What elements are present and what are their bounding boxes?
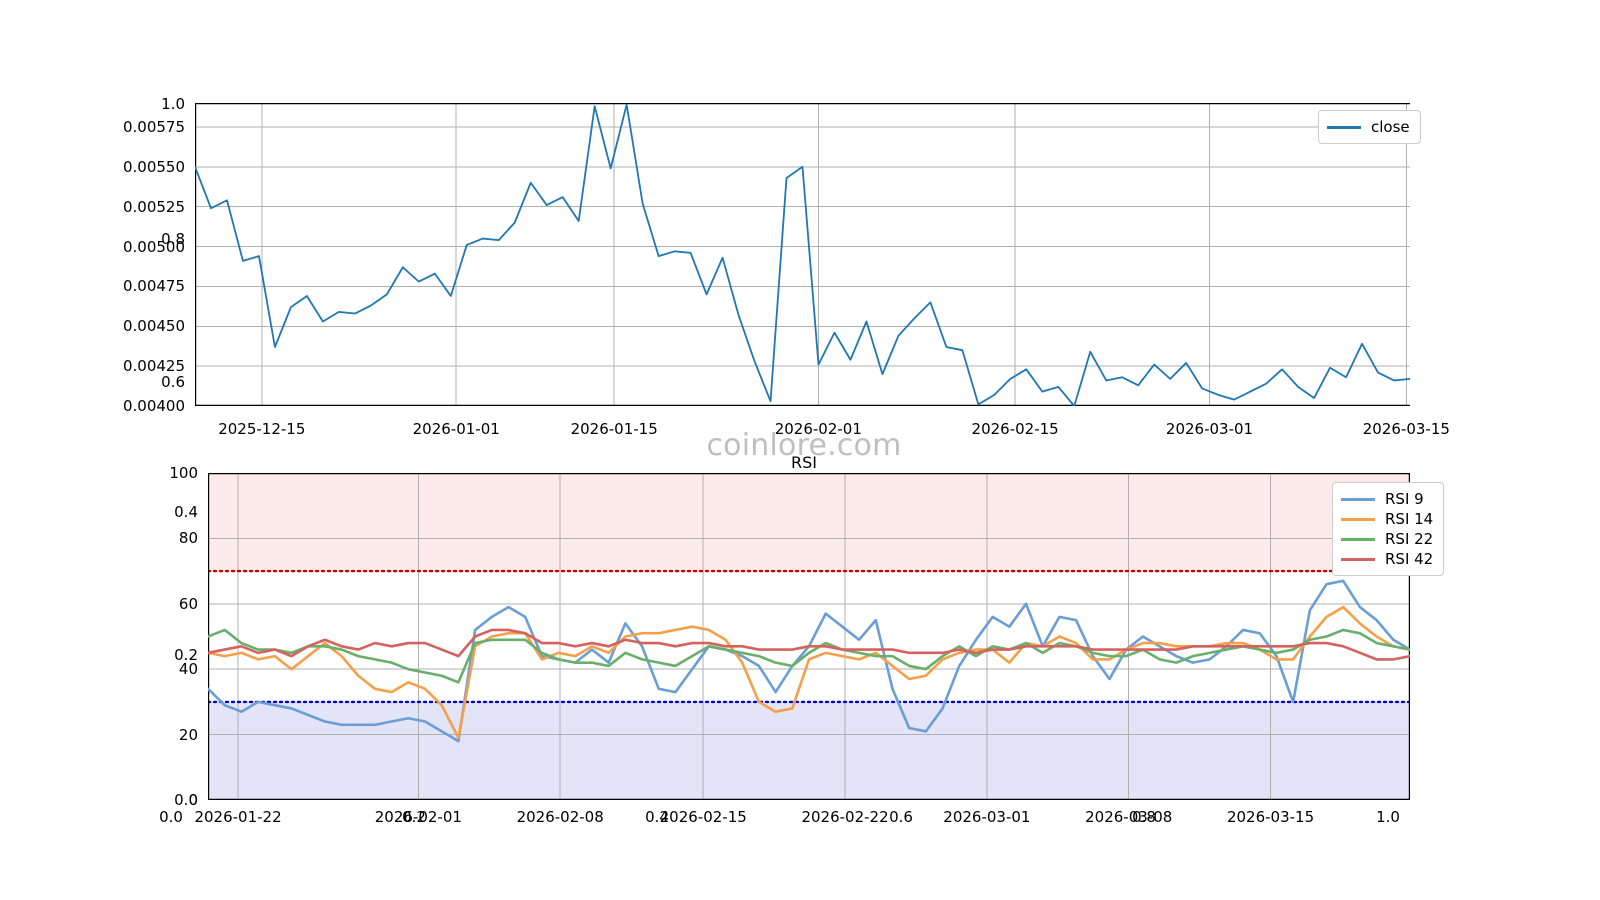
legend-label: RSI 42 xyxy=(1385,550,1434,568)
rsi-x-tick-label: 2026-02-15 xyxy=(659,808,747,826)
rsi-legend-item[interactable]: RSI 22 xyxy=(1341,529,1433,549)
rsi-y-tick-label: 100 xyxy=(169,464,198,482)
rsi-x-tick-label-normalized: 0.8 xyxy=(1132,808,1156,826)
legend-label: RSI 9 xyxy=(1385,490,1424,508)
price-x-tick-label: 2026-03-01 xyxy=(1165,420,1254,438)
price-chart-panel xyxy=(195,103,1410,406)
price-plot-area xyxy=(195,103,1410,406)
price-y-tick-label: 0.00450 xyxy=(122,317,185,336)
price-y-tick-label: 0.00550 xyxy=(122,157,185,176)
rsi-y-tick-label: 60 xyxy=(178,594,198,613)
rsi-x-tick-label: 2026-02-01 xyxy=(374,808,462,826)
rsi-x-tick-label: 2026-02-22 xyxy=(801,808,889,826)
price-legend[interactable]: close xyxy=(1318,110,1421,144)
rsi-x-tick-label: 2026-03-15 xyxy=(1226,808,1315,826)
price-y-tick-label: 0.00475 xyxy=(122,277,185,296)
price-x-tick-label: 2026-02-01 xyxy=(774,420,862,438)
legend-color-swatch xyxy=(1341,557,1375,561)
rsi-x-tick-label: 2026-03-01 xyxy=(943,808,1031,826)
rsi-legend-item[interactable]: RSI 9 xyxy=(1341,489,1433,509)
rsi-x-tick-label: 2026-01-22 xyxy=(194,808,282,826)
rsi-chart-panel xyxy=(208,473,1410,800)
price-x-tick-label: 2026-01-01 xyxy=(412,420,500,438)
rsi-y-tick-label-normalized: 0.0 xyxy=(174,791,198,809)
rsi-y-tick-label-normalized: 0.2 xyxy=(174,646,198,664)
rsi-legend[interactable]: RSI 9 RSI 14 RSI 22 RSI 42 xyxy=(1332,482,1445,576)
price-y-tick-label: 0.00525 xyxy=(122,197,185,216)
rsi-x-tick-label-normalized: 1.0 xyxy=(1376,808,1400,826)
price-x-tick-label: 2026-01-15 xyxy=(570,420,658,438)
rsi-legend-item[interactable]: RSI 14 xyxy=(1341,509,1433,529)
rsi-x-tick-label: 2026-03-08 xyxy=(1085,808,1173,826)
price-legend-item[interactable]: close xyxy=(1327,117,1410,137)
price-y-tick-label-normalized: 1.0 xyxy=(161,95,185,113)
rsi-title: RSI xyxy=(791,453,817,472)
price-y-tick-label: 0.00575 xyxy=(122,117,185,136)
rsi-y-tick-label: 20 xyxy=(178,725,198,744)
price-y-tick-label-normalized: 0.8 xyxy=(161,230,185,248)
price-x-tick-label: 2026-03-15 xyxy=(1362,420,1450,438)
rsi-y-tick-label: 40 xyxy=(178,660,198,679)
rsi-y-tick-label: 80 xyxy=(178,529,198,548)
legend-label: RSI 14 xyxy=(1385,510,1434,528)
legend-color-swatch xyxy=(1341,497,1375,501)
rsi-x-tick-label-normalized: 0.0 xyxy=(159,808,183,826)
watermark: coinlore.com xyxy=(706,428,902,463)
price-y-tick-label-normalized: 0.6 xyxy=(161,373,185,391)
price-x-tick-label: 2025-12-15 xyxy=(218,420,306,438)
legend-color-swatch xyxy=(1341,517,1375,521)
rsi-x-tick-label-normalized: 0.6 xyxy=(889,808,913,826)
legend-label: RSI 22 xyxy=(1385,530,1434,548)
legend-label: close xyxy=(1371,118,1410,136)
legend-color-swatch xyxy=(1341,537,1375,541)
rsi-plot-area xyxy=(208,473,1410,800)
price-y-tick-label: 0.00400 xyxy=(122,397,185,415)
legend-color-swatch xyxy=(1327,125,1361,129)
price-y-tick-label: 0.00425 xyxy=(122,357,185,376)
price-y-tick-label: 0.00500 xyxy=(122,237,185,256)
rsi-x-tick-label: 2026-02-08 xyxy=(516,808,604,826)
rsi-x-tick-label-normalized: 0.2 xyxy=(402,808,426,826)
rsi-legend-item[interactable]: RSI 42 xyxy=(1341,549,1433,569)
rsi-y-tick-label: 0 xyxy=(188,791,198,809)
rsi-x-tick-label-normalized: 0.4 xyxy=(645,808,669,826)
rsi-y-tick-label-normalized: 0.4 xyxy=(174,503,198,521)
price-x-tick-label: 2026-02-15 xyxy=(971,420,1059,438)
